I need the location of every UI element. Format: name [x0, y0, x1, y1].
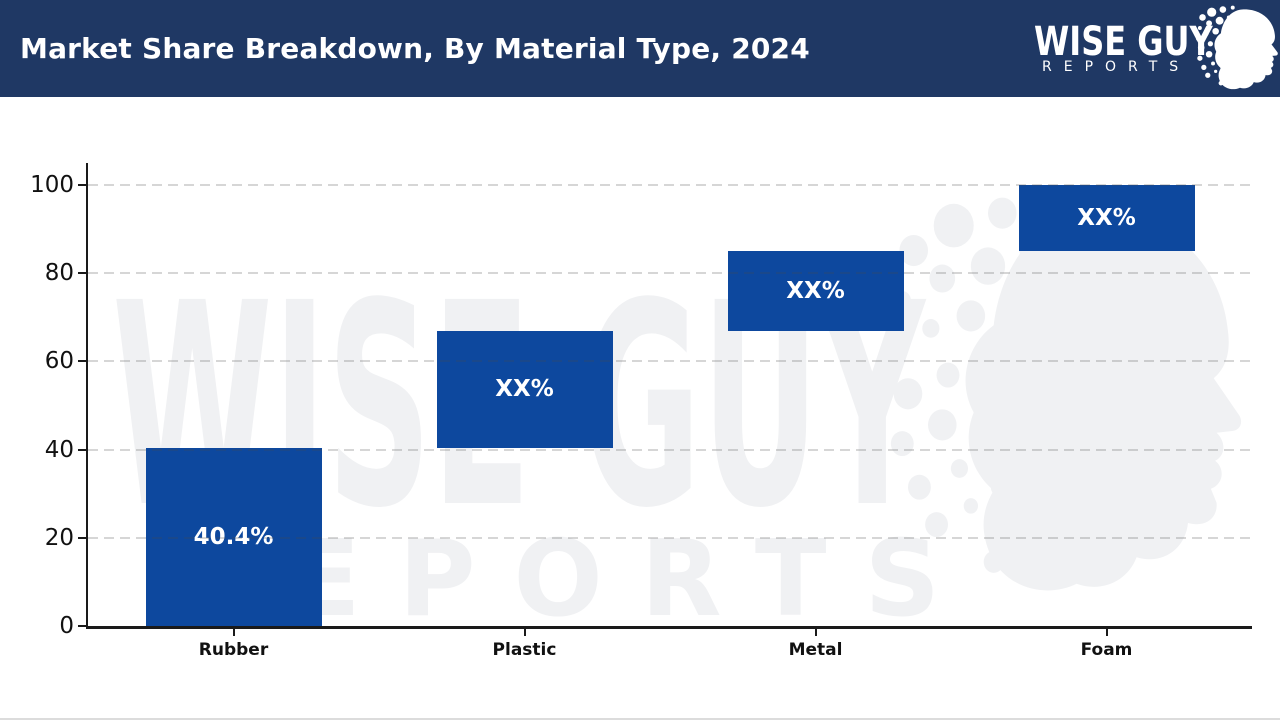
y-tick-label: 60 [44, 348, 74, 375]
gridline-100 [88, 184, 1252, 186]
bar-value-label: XX% [786, 277, 845, 304]
category-label-metal: Metal [788, 640, 843, 660]
x-axis [86, 626, 1252, 629]
y-tick-mark [78, 536, 87, 539]
bottom-border [0, 718, 1280, 720]
y-tick-label: 40 [44, 436, 74, 463]
watermark-head-icon [885, 194, 1242, 591]
y-axis [86, 163, 88, 629]
bar-value-label: XX% [495, 376, 554, 403]
x-tick-mark [814, 629, 817, 636]
x-tick-mark [232, 629, 235, 636]
x-tick-mark [523, 629, 526, 636]
bar-foam: XX% [1018, 185, 1195, 252]
gridline-20 [88, 536, 1252, 539]
x-tick-mark [1105, 629, 1108, 636]
bar-rubber: 40.4% [145, 447, 322, 626]
y-tick-label: 80 [44, 260, 74, 287]
category-label-plastic: Plastic [492, 640, 557, 660]
brand-logo: WISE GUY REPORTS [1020, 0, 1280, 97]
page-title: Market Share Breakdown, By Material Type… [20, 32, 810, 65]
y-tick-label: 20 [44, 524, 74, 551]
category-label-rubber: Rubber [198, 640, 269, 660]
bar-plastic: XX% [436, 330, 613, 448]
y-tick-mark [78, 272, 87, 275]
brand-wordmark: WISE GUY [1034, 19, 1213, 65]
y-tick-mark [78, 184, 87, 186]
gridline-80 [88, 272, 1252, 275]
category-label-foam: Foam [1080, 640, 1133, 660]
y-tick-mark [78, 625, 87, 627]
y-tick-mark [78, 360, 87, 363]
gridline-40 [88, 448, 1252, 451]
y-tick-label: 100 [30, 172, 74, 198]
header-bar: Market Share Breakdown, By Material Type… [0, 0, 1280, 97]
y-tick-label: 0 [59, 613, 74, 639]
waterfall-chart: WISE GUY REPORTS 40.4% Rubber XX% Plastic XX… [0, 97, 1280, 720]
brand-wordmark-sub: REPORTS [1042, 59, 1191, 75]
bar-value-label: XX% [1077, 205, 1136, 232]
bar-value-label: 40.4% [193, 523, 274, 550]
y-tick-mark [78, 448, 87, 451]
bar-metal: XX% [727, 251, 904, 331]
gridline-60 [88, 360, 1252, 363]
brand-head-icon [1195, 5, 1278, 90]
